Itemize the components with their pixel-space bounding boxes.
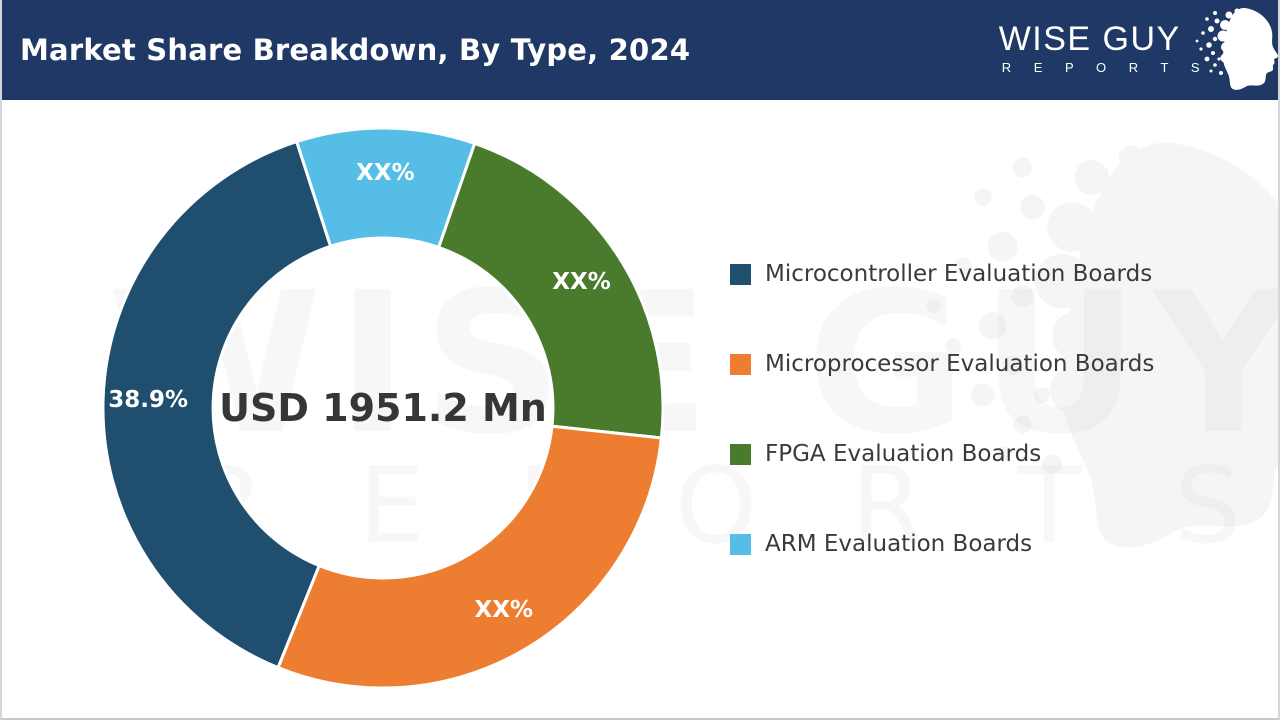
donut-chart [101, 126, 665, 690]
logo-wordmark: WISE GUY [998, 20, 1181, 58]
legend-label: Microcontroller Evaluation Boards [765, 261, 1153, 287]
donut-center-label: USD 1951.2 Mn [219, 386, 547, 430]
legend-swatch [730, 353, 751, 375]
legend-swatch [730, 263, 751, 285]
legend: Microcontroller Evaluation Boards Micropr… [730, 256, 1154, 616]
logo-subtitle: R E P O R T S [1001, 60, 1209, 75]
legend-label: Microprocessor Evaluation Boards [765, 351, 1155, 377]
wise-guy-logo: WISE GUY R E P O R T S [999, 4, 1278, 96]
slice-label: 38.9% [108, 386, 189, 413]
slice-label: XX% [474, 596, 534, 623]
page-title: Market Share Breakdown, By Type, 2024 [20, 33, 691, 67]
legend-swatch [730, 533, 751, 555]
donut-slice-0 [101, 139, 333, 670]
legend-swatch [730, 443, 751, 465]
legend-label: ARM Evaluation Boards [765, 531, 1033, 557]
legend-item: Microprocessor Evaluation Boards [730, 346, 1154, 382]
legend-label: FPGA Evaluation Boards [765, 441, 1042, 467]
slice-label: XX% [552, 269, 611, 296]
slice-label: XX% [356, 160, 415, 186]
legend-item: ARM Evaluation Boards [730, 526, 1154, 562]
legend-item: Microcontroller Evaluation Boards [730, 256, 1154, 292]
chart-area: WISE GUY R E P O R T S 38.9%XX%XX%XX% US… [2, 100, 1278, 718]
header: Market Share Breakdown, By Type, 2024 WI… [2, 0, 1278, 100]
legend-item: FPGA Evaluation Boards [730, 436, 1154, 472]
logo-head-icon [1195, 7, 1278, 90]
donut-slice-2 [436, 141, 665, 440]
donut-slice-3 [276, 424, 664, 690]
logo-text: WISE GUY R E P O R T S [999, 21, 1209, 75]
